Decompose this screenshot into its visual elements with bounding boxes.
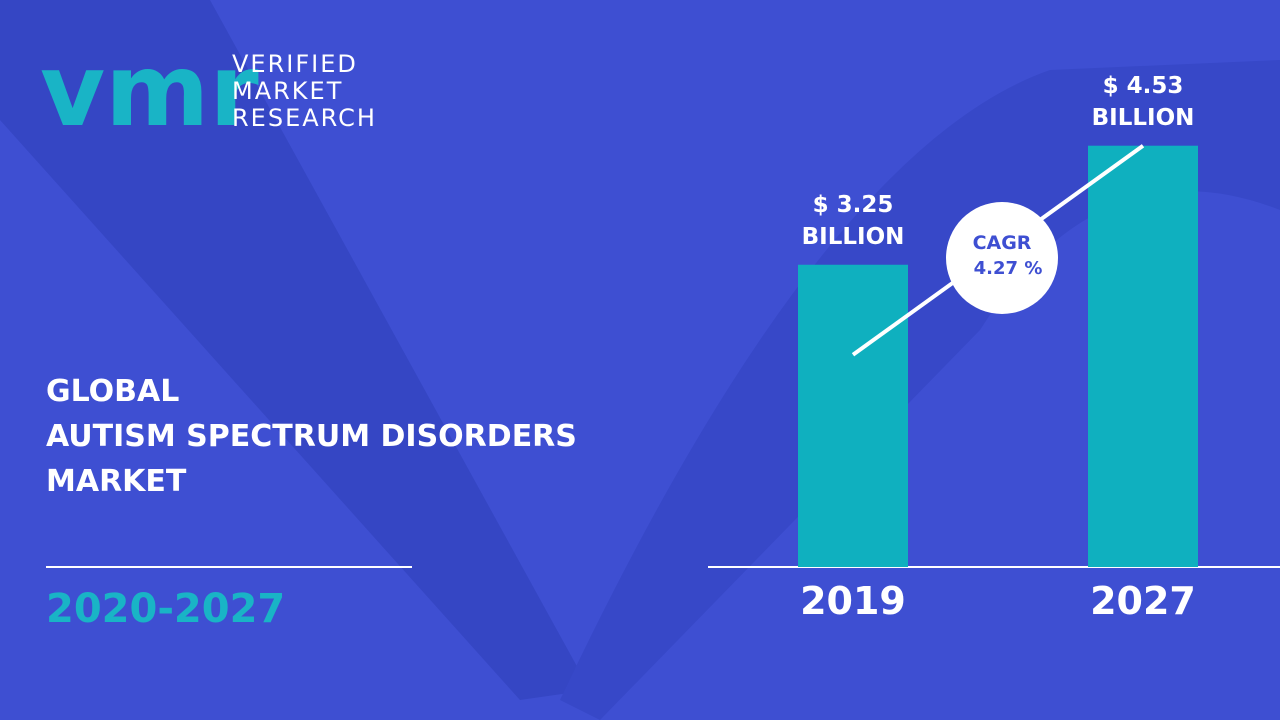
logo-text: VERIFIED: [232, 50, 358, 78]
logo-mark: vmr: [40, 32, 259, 149]
cagr-label: CAGR: [973, 232, 1032, 254]
cagr-value: 4.27 %: [974, 258, 1043, 279]
decor-v-left: [0, 0, 590, 700]
value-label: $ 3.25 BILLION: [801, 191, 905, 250]
title-line: GLOBAL: [46, 374, 179, 409]
period: 2020-2027: [46, 586, 285, 632]
logo-text: MARKET: [232, 77, 343, 105]
x-tick-label: 2027: [1090, 579, 1196, 623]
x-tick-label: 2019: [800, 579, 906, 623]
logo-text: RESEARCH: [232, 104, 377, 132]
bar: [1088, 145, 1198, 567]
title-line: MARKET: [46, 464, 187, 499]
cagr-badge: [946, 202, 1058, 314]
value-label: $ 4.53 BILLION: [1091, 72, 1195, 131]
decor-v-right: [560, 60, 1280, 720]
bar: [798, 264, 908, 567]
title-line: AUTISM SPECTRUM DISORDERS: [46, 419, 577, 454]
